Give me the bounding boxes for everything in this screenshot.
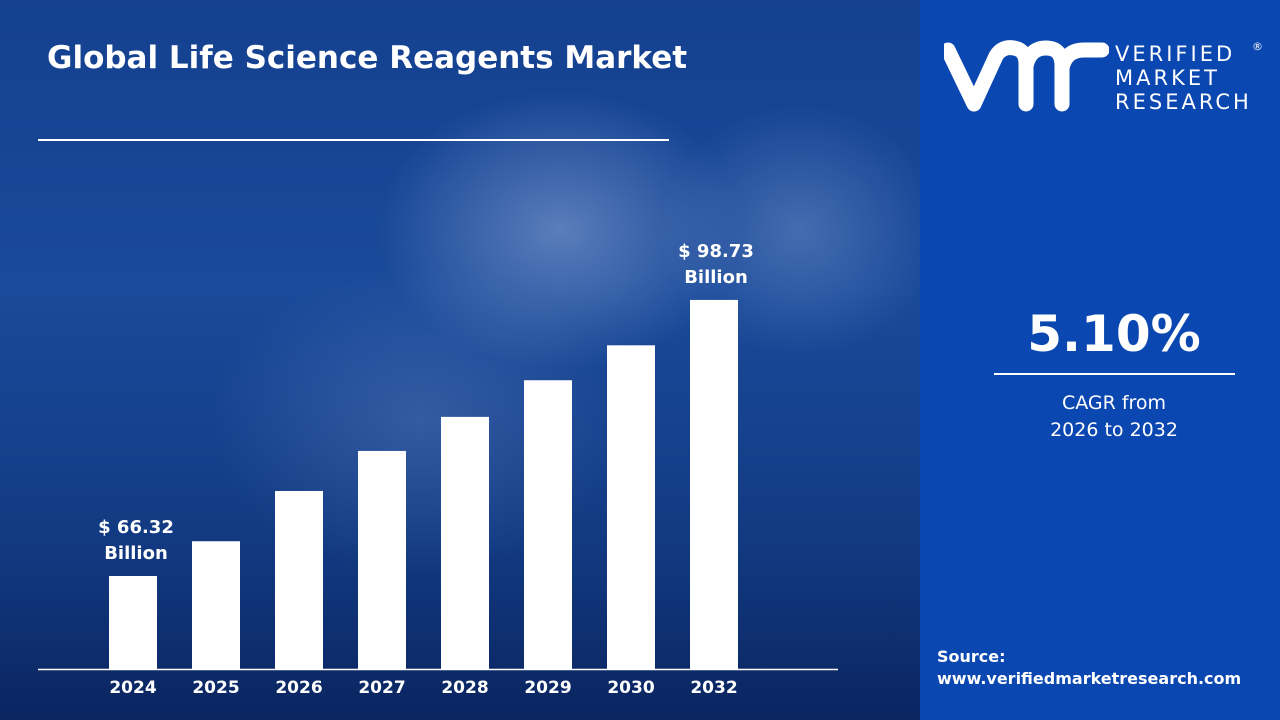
registered-mark: ® [1252, 40, 1263, 53]
cagr-value: 5.10% [1027, 305, 1201, 363]
bar-2026 [275, 490, 323, 669]
brand-panel [920, 0, 1280, 720]
bar-2028 [441, 416, 489, 669]
bar-2032 [690, 299, 738, 669]
cagr-line-2: 2026 to 2032 [1050, 419, 1178, 441]
data-label: $ 98.73 [678, 241, 754, 262]
cagr-divider [994, 373, 1235, 375]
page-title: Global Life Science Reagents Market [47, 40, 688, 76]
x-tick-label: 2027 [358, 678, 405, 698]
bar-2027 [358, 450, 406, 669]
bar-2024 [109, 575, 157, 669]
x-tick-label: 2026 [275, 678, 322, 698]
vmr-logo-icon [944, 40, 1109, 112]
cagr-label: CAGR from 2026 to 2032 [994, 390, 1234, 444]
brand-name: VERIFIED MARKET RESEARCH [1115, 42, 1252, 114]
source-label: Source: [937, 647, 1006, 666]
title-divider [38, 139, 669, 141]
brand-line-3: RESEARCH [1115, 90, 1252, 114]
data-label: $ 66.32 [98, 517, 174, 538]
x-tick-label: 2029 [524, 678, 571, 698]
data-label: Billion [104, 543, 168, 564]
bar-2030 [607, 345, 655, 669]
bar-2025 [192, 541, 240, 669]
source: Source: www.verifiedmarketresearch.com [937, 646, 1241, 690]
x-tick-label: 2032 [690, 678, 737, 698]
bar-2029 [524, 380, 572, 669]
brand-line-1: VERIFIED [1115, 42, 1236, 66]
x-tick-label: 2028 [441, 678, 488, 698]
x-tick-label: 2025 [192, 678, 239, 698]
source-url[interactable]: www.verifiedmarketresearch.com [937, 669, 1242, 688]
x-tick-label: 2030 [607, 678, 654, 698]
x-tick-label: 2024 [109, 678, 156, 698]
bar-chart: 2024 $ 66.32 Billion 2025 2026 2027 2028 2029 20… [38, 241, 838, 698]
data-label: Billion [684, 267, 748, 288]
cagr-line-1: CAGR from [1061, 392, 1167, 414]
brand-line-2: MARKET [1115, 66, 1220, 90]
